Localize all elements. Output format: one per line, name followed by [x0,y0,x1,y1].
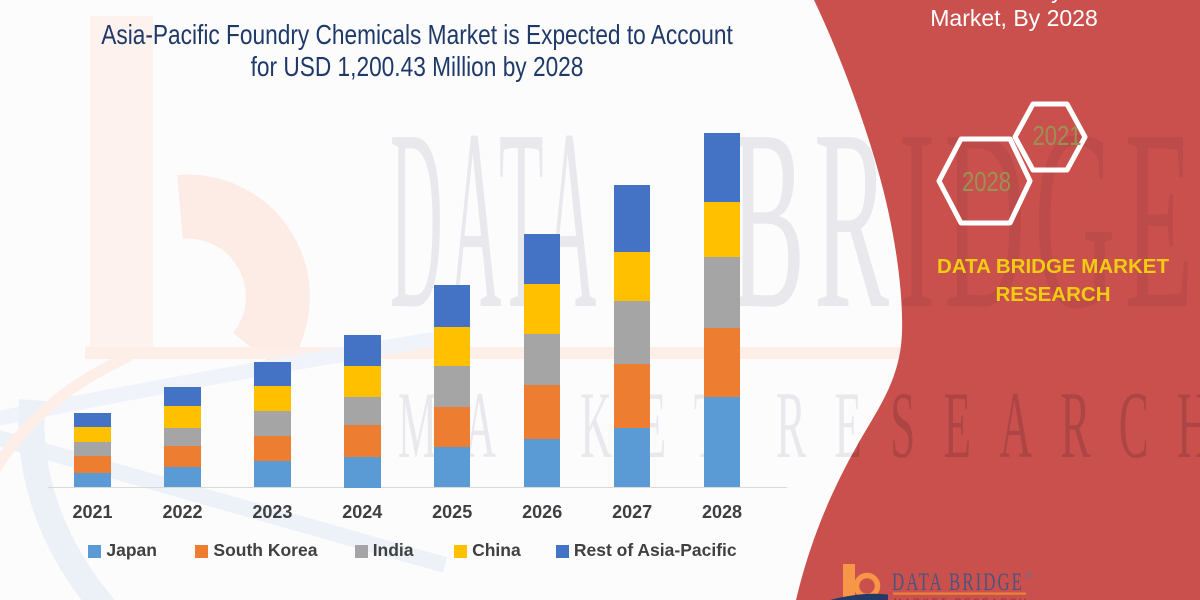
svg-text:DATA BRIDGE: DATA BRIDGE [892,569,1024,596]
svg-text:2028: 2028 [962,167,1011,198]
svg-text:MARKET RESEARCH: MARKET RESEARCH [894,597,1029,600]
svg-text:2021: 2021 [1033,121,1082,152]
